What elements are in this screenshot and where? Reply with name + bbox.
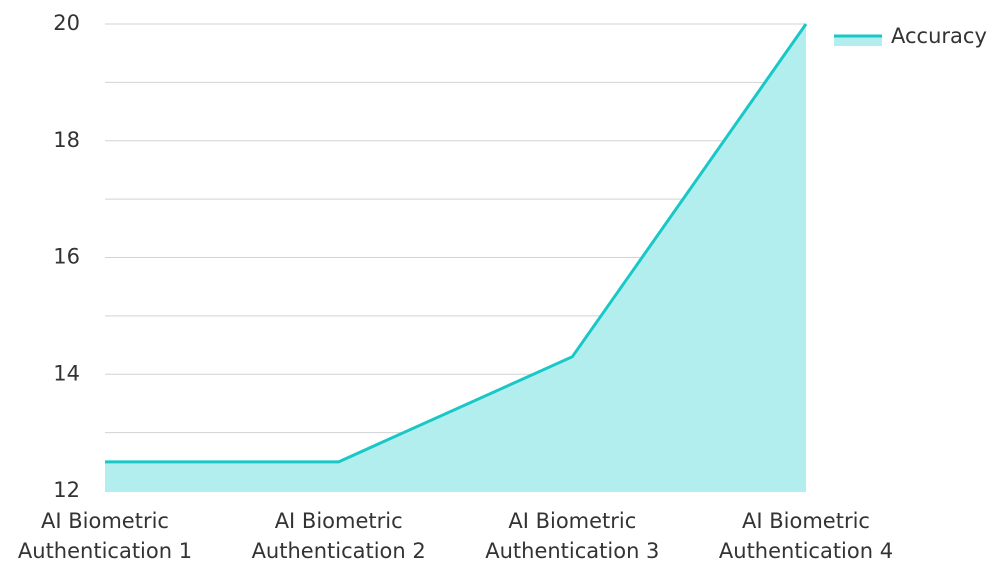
x-tick-label: AI Biometric Authentication 1 [18,509,192,562]
x-tick-label-line: AI Biometric [41,509,169,533]
legend: Accuracy [834,24,987,48]
y-axis: 12 14 16 18 20 [53,11,80,502]
series-area-accuracy [105,24,806,491]
x-tick-label-line: AI Biometric [508,509,636,533]
area-layer [105,24,806,491]
y-tick-label: 12 [53,478,80,502]
x-tick-label-line: Authentication 4 [719,539,893,562]
y-tick-label: 18 [53,128,80,152]
x-tick-label-line: Authentication 1 [18,539,192,562]
x-tick-label-line: Authentication 3 [485,539,659,562]
y-tick-label: 14 [53,361,80,385]
legend-label-accuracy: Accuracy [891,24,987,48]
x-axis: AI Biometric Authentication 1AI Biometric… [18,509,893,562]
x-tick-label: AI Biometric Authentication 3 [485,509,659,562]
line-layer [105,23,808,464]
x-tick-label-line: AI Biometric [275,509,403,533]
x-tick-label: AI Biometric Authentication 2 [252,509,426,562]
y-tick-label: 20 [53,11,80,35]
y-tick-label: 16 [53,245,80,269]
x-tick-label-line: AI Biometric [742,509,870,533]
x-tick-label: AI Biometric Authentication 4 [719,509,893,562]
legend-swatch-fill [834,36,882,46]
x-tick-label-line: Authentication 2 [252,539,426,562]
series-line-accuracy [105,23,808,464]
